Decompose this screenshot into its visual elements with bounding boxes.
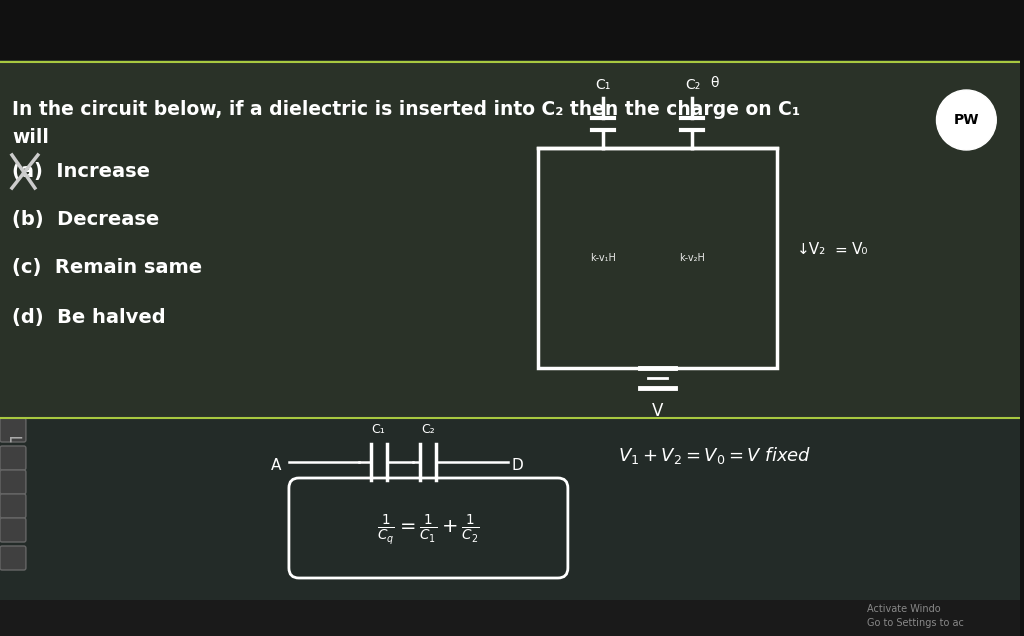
Text: C₂: C₂	[422, 423, 435, 436]
Text: C₁: C₁	[595, 78, 610, 92]
Circle shape	[937, 90, 996, 150]
Text: In the circuit below, if a dielectric is inserted into C₂ then the charge on C₁: In the circuit below, if a dielectric is…	[12, 100, 800, 119]
FancyBboxPatch shape	[0, 470, 26, 494]
Bar	[0, 600, 1020, 636]
Bar	[0, 418, 1020, 636]
Text: PW: PW	[953, 113, 979, 127]
FancyBboxPatch shape	[0, 518, 26, 542]
Text: =: =	[835, 242, 848, 258]
Text: C₂: C₂	[685, 78, 700, 92]
Text: D: D	[511, 459, 523, 473]
FancyBboxPatch shape	[0, 446, 26, 470]
Text: ↓V₂: ↓V₂	[797, 242, 826, 258]
Text: V₀: V₀	[852, 242, 868, 258]
Text: ⌐: ⌐	[8, 430, 25, 449]
Text: k-v₂H: k-v₂H	[680, 253, 706, 263]
Text: (b)  Decrease: (b) Decrease	[12, 210, 159, 229]
Text: A: A	[270, 459, 281, 473]
Text: $V_1 + V_2 = V_0 = V$ fixed: $V_1 + V_2 = V_0 = V$ fixed	[617, 445, 811, 466]
Text: (c)  Remain same: (c) Remain same	[12, 258, 202, 277]
Text: (a)  Increase: (a) Increase	[12, 162, 150, 181]
Text: (d)  Be halved: (d) Be halved	[12, 308, 166, 327]
Text: k-v₁H: k-v₁H	[590, 253, 615, 263]
Text: V: V	[652, 402, 664, 420]
FancyBboxPatch shape	[0, 418, 26, 442]
Text: C₁: C₁	[372, 423, 385, 436]
FancyBboxPatch shape	[0, 494, 26, 518]
Bar	[0, 60, 1020, 420]
Text: will: will	[12, 128, 49, 147]
Text: $\frac{1}{C_q} = \frac{1}{C_1} + \frac{1}{C_2}$: $\frac{1}{C_q} = \frac{1}{C_1} + \frac{1…	[377, 513, 480, 547]
Text: Activate Windo: Activate Windo	[866, 604, 940, 614]
Bar	[538, 148, 777, 368]
Bar	[0, 0, 1020, 60]
FancyBboxPatch shape	[0, 546, 26, 570]
Text: θ: θ	[711, 76, 719, 90]
Text: Go to Settings to ac: Go to Settings to ac	[866, 618, 964, 628]
